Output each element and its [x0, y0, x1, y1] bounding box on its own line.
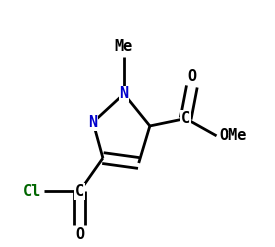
- Text: Me: Me: [115, 39, 133, 54]
- Text: OMe: OMe: [219, 128, 246, 143]
- Text: N: N: [89, 115, 98, 130]
- Text: O: O: [187, 69, 196, 84]
- Text: Cl: Cl: [23, 184, 41, 199]
- Text: O: O: [75, 227, 84, 242]
- Text: C: C: [75, 184, 84, 199]
- Text: C: C: [181, 111, 190, 126]
- Text: N: N: [119, 86, 128, 101]
